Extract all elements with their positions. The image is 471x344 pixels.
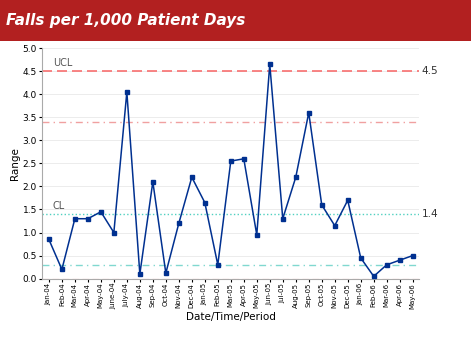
X-axis label: Date/Time/Period: Date/Time/Period bbox=[186, 312, 276, 322]
Text: 4.5: 4.5 bbox=[422, 66, 438, 76]
Y-axis label: Range: Range bbox=[10, 147, 20, 180]
Text: CL: CL bbox=[53, 201, 65, 211]
Text: 1.4: 1.4 bbox=[422, 209, 438, 219]
Text: UCL: UCL bbox=[53, 57, 72, 67]
Text: Falls per 1,000 Patient Days: Falls per 1,000 Patient Days bbox=[6, 13, 245, 28]
